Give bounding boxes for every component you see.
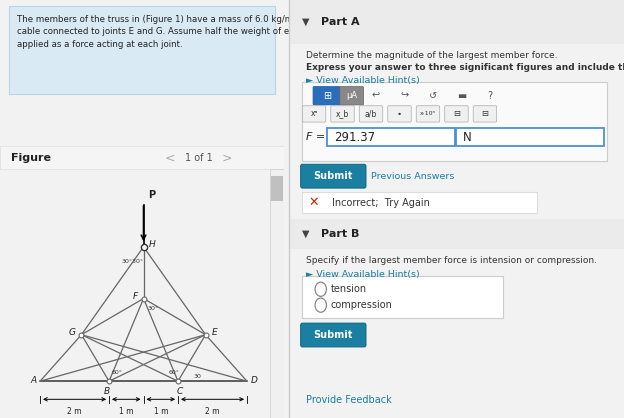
Text: F: F <box>133 292 139 301</box>
Text: >: > <box>222 151 232 165</box>
Text: 291.37: 291.37 <box>334 130 375 144</box>
Text: ⊞: ⊞ <box>323 91 331 101</box>
Text: Specify if the largest member force is intension or compression.: Specify if the largest member force is i… <box>306 256 597 265</box>
FancyBboxPatch shape <box>301 323 366 347</box>
Text: xᵃ: xᵃ <box>310 109 318 118</box>
Text: ↺: ↺ <box>429 91 437 101</box>
Text: 30°30°: 30°30° <box>122 259 144 264</box>
Text: tension: tension <box>331 284 367 294</box>
FancyBboxPatch shape <box>340 87 364 105</box>
Text: B: B <box>104 387 110 396</box>
Text: ▼: ▼ <box>302 229 310 239</box>
Text: 1 of 1: 1 of 1 <box>185 153 213 163</box>
FancyBboxPatch shape <box>388 106 411 122</box>
FancyBboxPatch shape <box>302 192 537 213</box>
Bar <box>289 219 624 249</box>
Text: compression: compression <box>331 300 392 310</box>
Text: ⊟: ⊟ <box>453 109 460 118</box>
Text: Submit: Submit <box>313 171 353 181</box>
Text: ∙: ∙ <box>397 109 402 118</box>
Text: applied as a force acting at each joint.: applied as a force acting at each joint. <box>17 40 183 49</box>
FancyBboxPatch shape <box>457 128 604 146</box>
Text: 2 m: 2 m <box>205 407 220 416</box>
Text: ▼: ▼ <box>302 17 310 27</box>
FancyBboxPatch shape <box>302 276 504 318</box>
FancyBboxPatch shape <box>473 106 497 122</box>
Text: 30°: 30° <box>148 306 158 311</box>
Text: a/b: a/b <box>365 109 377 118</box>
FancyBboxPatch shape <box>302 82 607 161</box>
FancyBboxPatch shape <box>302 106 326 122</box>
Text: 2 m: 2 m <box>67 407 82 416</box>
Text: Figure: Figure <box>11 153 51 163</box>
Text: ↪: ↪ <box>401 91 409 101</box>
Text: Part B: Part B <box>321 229 359 239</box>
Text: The members of the truss in (Figure 1) have a mass of 6.0 kg/m  Lifting is done : The members of the truss in (Figure 1) h… <box>17 15 394 24</box>
Text: ► View Available Hint(s): ► View Available Hint(s) <box>306 76 419 85</box>
Text: E: E <box>212 328 218 337</box>
Text: Incorrect;  Try Again: Incorrect; Try Again <box>333 198 431 208</box>
Text: ▬: ▬ <box>457 91 466 101</box>
Text: F =: F = <box>306 132 325 142</box>
FancyBboxPatch shape <box>313 87 340 105</box>
Text: Express your answer to three significant figures and include the appropriate uni: Express your answer to three significant… <box>306 63 624 72</box>
Text: Submit: Submit <box>313 330 353 340</box>
Bar <box>271 176 283 201</box>
Text: ↩: ↩ <box>372 91 380 101</box>
Text: N: N <box>463 130 472 144</box>
Text: Previous Answers: Previous Answers <box>371 172 454 181</box>
Text: A: A <box>31 376 37 385</box>
Bar <box>0 146 284 169</box>
FancyBboxPatch shape <box>445 106 468 122</box>
Text: 60°: 60° <box>111 370 122 375</box>
FancyBboxPatch shape <box>416 106 440 122</box>
Text: D: D <box>250 376 257 385</box>
Text: ?: ? <box>487 91 492 101</box>
Text: ⊟: ⊟ <box>482 109 489 118</box>
Text: H: H <box>149 240 155 249</box>
Text: P: P <box>148 190 155 200</box>
Text: C: C <box>177 387 183 396</box>
Text: ► View Available Hint(s): ► View Available Hint(s) <box>306 270 419 279</box>
FancyBboxPatch shape <box>328 128 455 146</box>
Text: <: < <box>165 151 175 165</box>
Text: G: G <box>68 328 76 337</box>
Text: 30: 30 <box>193 374 201 379</box>
Text: μA: μA <box>346 91 358 100</box>
Text: ✕: ✕ <box>309 196 319 209</box>
Bar <box>270 169 284 418</box>
Text: cable connected to joints E and G. Assume half the weight of each member can be: cable connected to joints E and G. Assum… <box>17 27 376 36</box>
FancyBboxPatch shape <box>331 106 354 122</box>
Text: Determine the magnitude of the largest member force.: Determine the magnitude of the largest m… <box>306 51 557 60</box>
Text: Part A: Part A <box>321 17 359 27</box>
Text: x·10ⁿ: x·10ⁿ <box>420 111 436 116</box>
FancyBboxPatch shape <box>359 106 383 122</box>
Text: 60°: 60° <box>169 370 180 375</box>
Text: Provide Feedback: Provide Feedback <box>306 395 391 405</box>
Text: 1 m: 1 m <box>154 407 168 416</box>
Circle shape <box>315 282 326 296</box>
FancyBboxPatch shape <box>301 164 366 188</box>
Text: x_b: x_b <box>336 109 349 118</box>
Bar <box>289 0 624 44</box>
Text: 1 m: 1 m <box>119 407 134 416</box>
FancyBboxPatch shape <box>9 6 275 94</box>
Circle shape <box>315 298 326 312</box>
